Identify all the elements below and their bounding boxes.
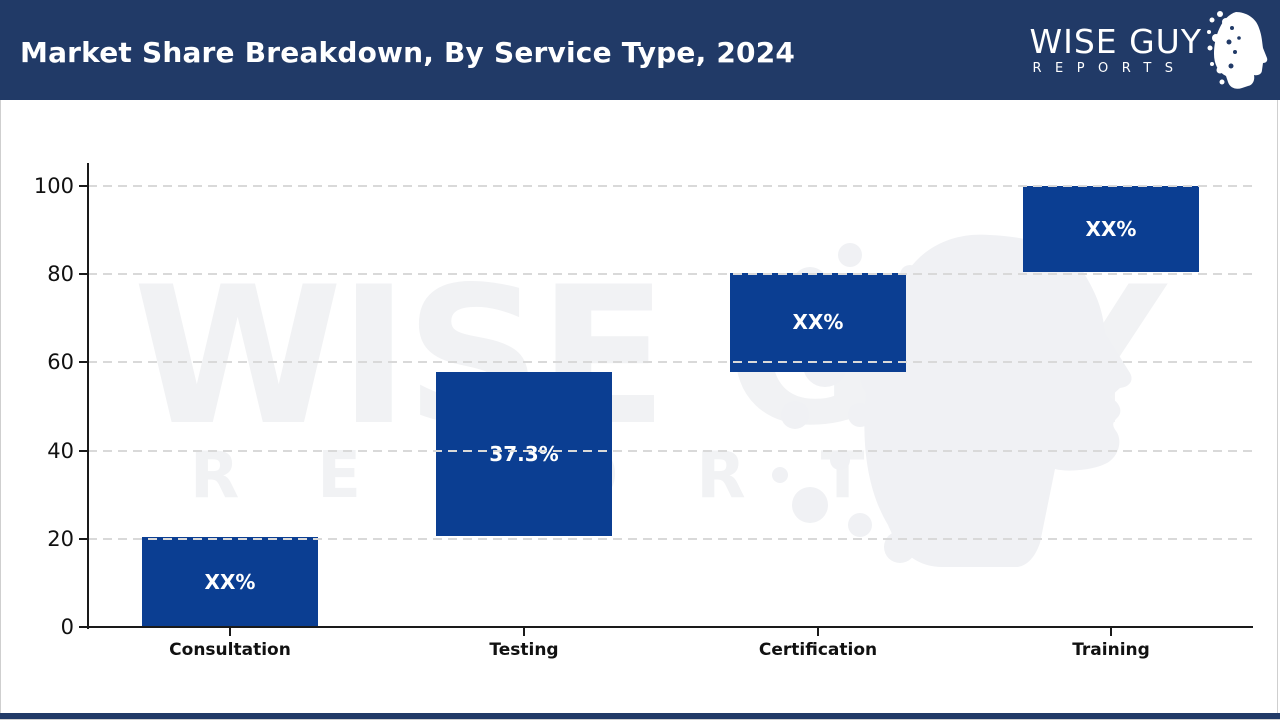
x-tick-training: [1110, 628, 1112, 636]
wise-guy-logo: WISE GUY REPORTS: [1029, 8, 1268, 92]
x-tick-certification: [817, 628, 819, 636]
y-axis-line: [87, 163, 89, 629]
bar-value-label: XX%: [792, 310, 844, 335]
y-tick-label-20: 20: [47, 526, 74, 551]
y-tick-label-60: 60: [47, 350, 74, 375]
right-border: [1277, 100, 1278, 714]
y-tick-0: [79, 626, 87, 628]
logo-head-icon: [1207, 11, 1268, 89]
y-tick-20: [79, 537, 87, 540]
x-axis-line: [88, 626, 1253, 628]
category-label-certification: Certification: [758, 640, 878, 660]
gridline-40: [88, 449, 1253, 452]
y-tick-label-80: 80: [47, 262, 74, 287]
y-tick-60: [79, 361, 87, 364]
bar-testing: 37.3%: [436, 371, 612, 537]
x-tick-consultation: [229, 628, 231, 636]
bar-value-label: 37.3%: [489, 441, 559, 466]
y-tick-label-0: 0: [60, 615, 74, 639]
y-tick-label-40: 40: [47, 438, 74, 463]
category-label-consultation: Consultation: [169, 640, 291, 660]
gridline-80: [88, 273, 1253, 276]
bar-certification: XX%: [730, 273, 906, 372]
gridline-20: [88, 537, 1253, 540]
category-label-testing: Testing: [489, 640, 559, 660]
logo-wordmark: WISE GUY REPORTS: [1029, 25, 1202, 75]
y-tick-label-100: 100: [33, 174, 74, 198]
category-label-training: Training: [1072, 640, 1150, 660]
y-tick-100: [79, 185, 87, 187]
bar-consultation: XX%: [142, 537, 318, 627]
bar-value-label: XX%: [1085, 216, 1137, 241]
x-tick-testing: [523, 628, 525, 636]
footer-bar: [0, 713, 1280, 719]
header: Market Share Breakdown, By Service Type,…: [0, 0, 1280, 100]
y-tick-40: [79, 449, 87, 452]
logo-line1: WISE GUY: [1029, 22, 1202, 61]
gridline-60: [88, 361, 1253, 364]
page-title: Market Share Breakdown, By Service Type,…: [20, 36, 796, 69]
y-tick-80: [79, 273, 87, 276]
gridline-100: [88, 185, 1253, 187]
logo-line2: REPORTS: [1032, 61, 1187, 76]
bar-value-label: XX%: [204, 570, 256, 594]
bar-training: XX%: [1023, 186, 1199, 272]
left-border: [0, 100, 1, 714]
